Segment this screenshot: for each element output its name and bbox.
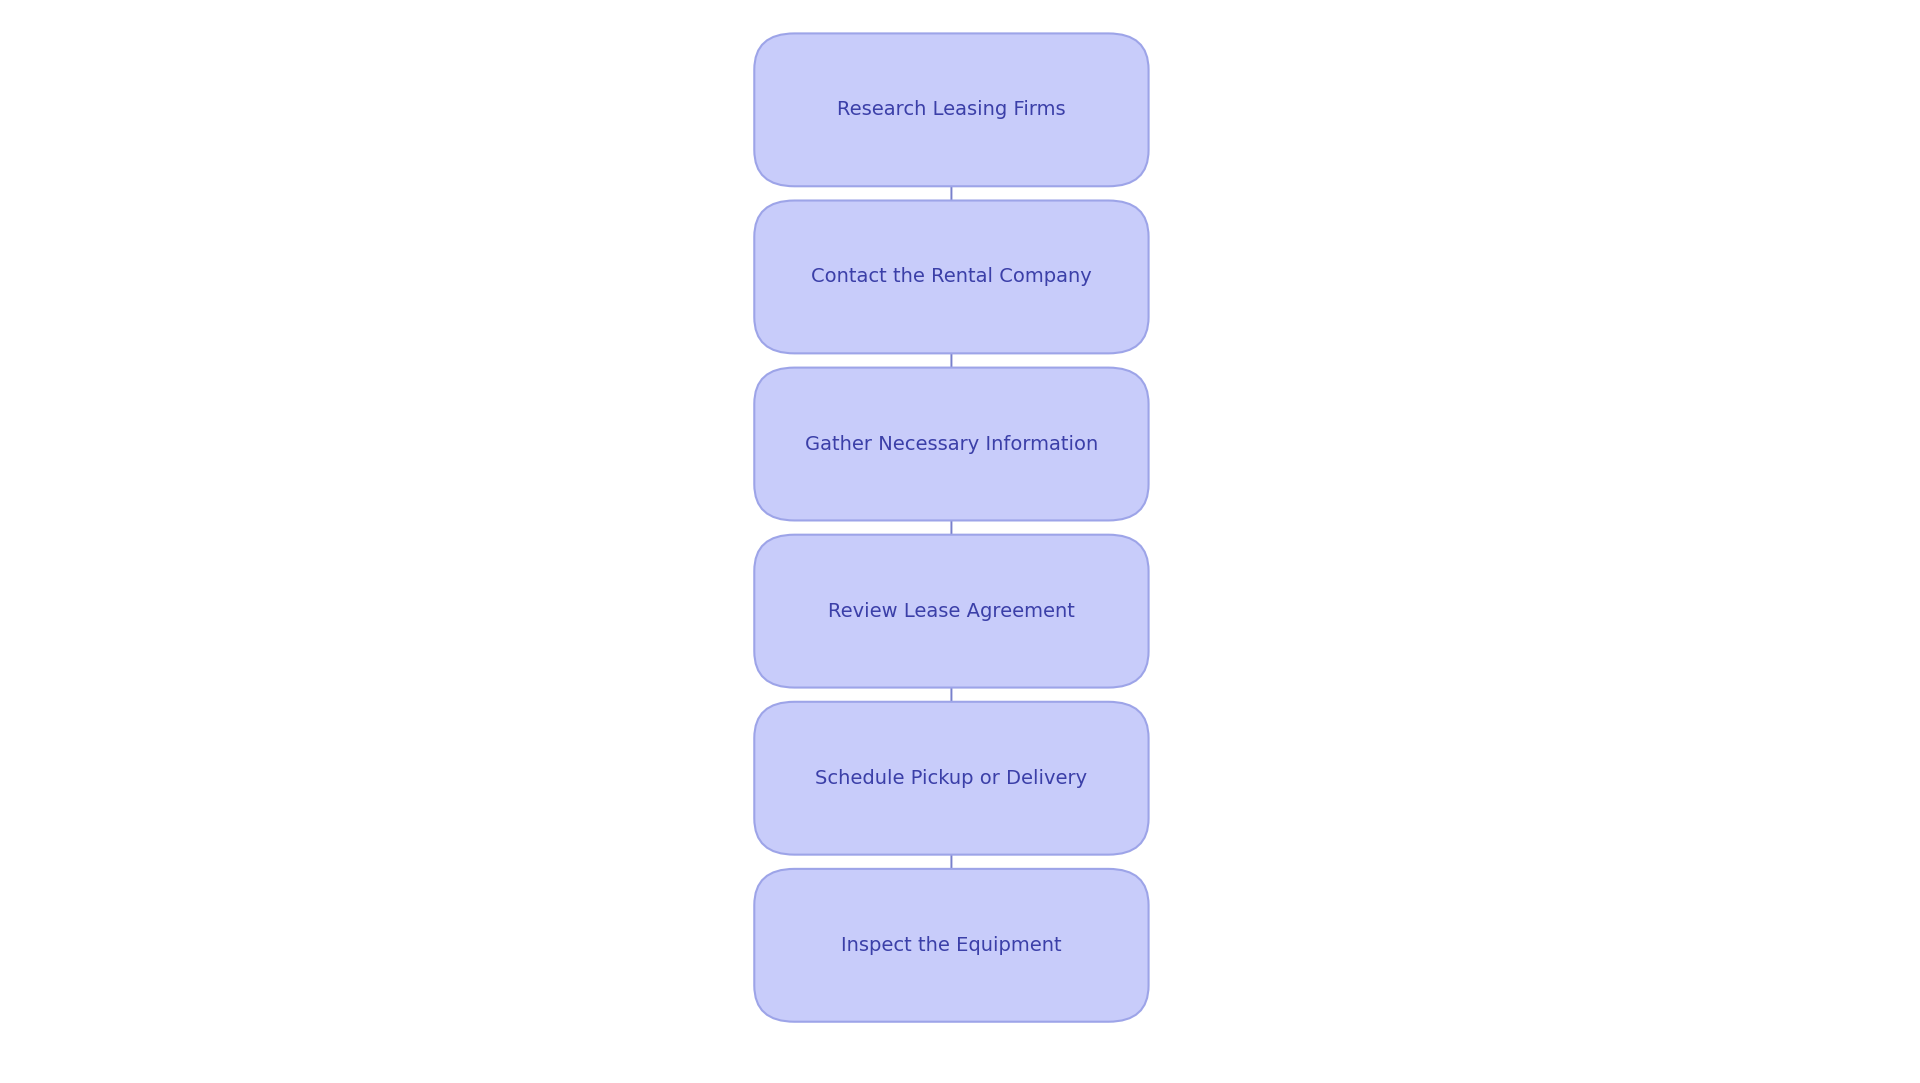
FancyBboxPatch shape — [755, 535, 1148, 688]
FancyBboxPatch shape — [755, 34, 1148, 186]
Text: Schedule Pickup or Delivery: Schedule Pickup or Delivery — [816, 769, 1087, 787]
Text: Inspect the Equipment: Inspect the Equipment — [841, 936, 1062, 955]
Text: Research Leasing Firms: Research Leasing Firms — [837, 101, 1066, 119]
Text: Contact the Rental Company: Contact the Rental Company — [810, 268, 1092, 286]
Text: Gather Necessary Information: Gather Necessary Information — [804, 434, 1098, 454]
Text: Review Lease Agreement: Review Lease Agreement — [828, 602, 1075, 621]
FancyBboxPatch shape — [755, 869, 1148, 1021]
FancyBboxPatch shape — [755, 702, 1148, 854]
FancyBboxPatch shape — [755, 200, 1148, 353]
FancyBboxPatch shape — [755, 367, 1148, 521]
